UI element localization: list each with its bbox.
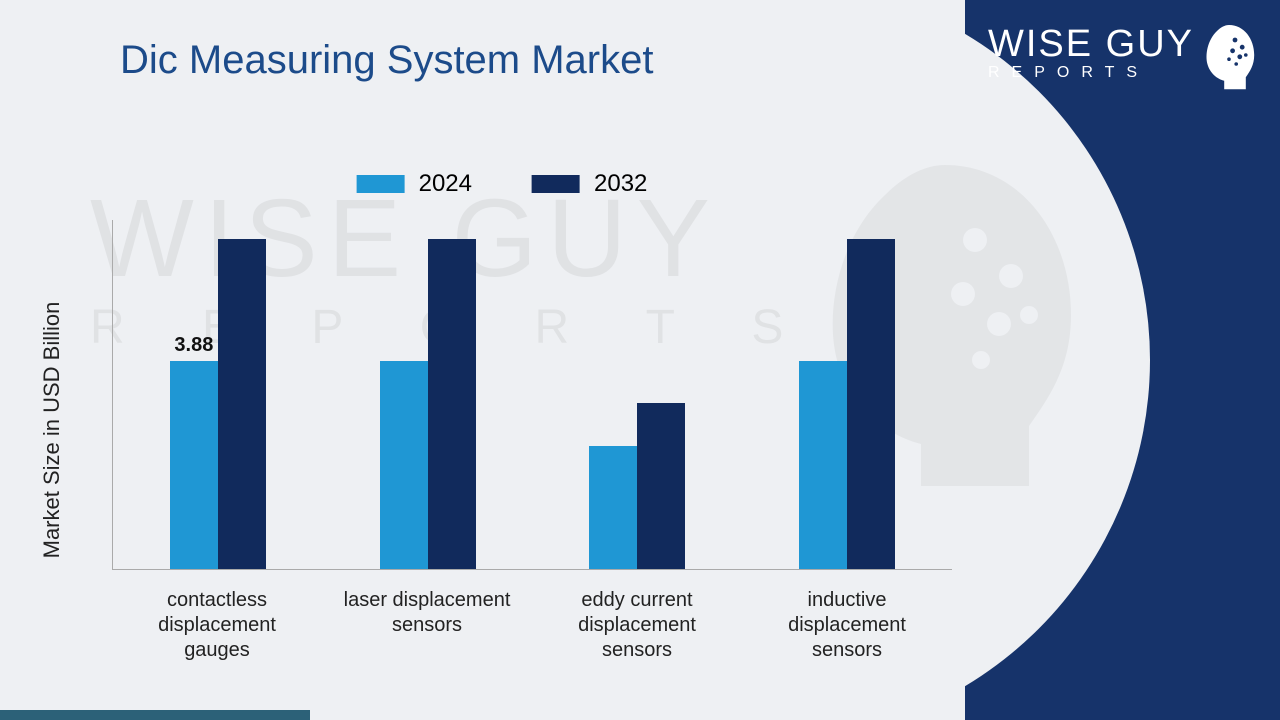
x-axis-label: laser displacement sensors <box>322 580 532 700</box>
bar <box>589 446 637 569</box>
logo-main-text: WISE GUY <box>988 25 1194 63</box>
x-axis-label: contactless displacement gauges <box>112 580 322 700</box>
legend: 2024 2032 <box>357 170 648 198</box>
legend-item-2024: 2024 <box>357 170 472 198</box>
x-axis-label: inductive displacement sensors <box>742 580 952 700</box>
bar <box>637 403 685 569</box>
x-axis-labels: contactless displacement gaugeslaser dis… <box>112 580 952 700</box>
plot-area: 3.88 <box>112 220 952 570</box>
logo-head-icon <box>1198 22 1260 84</box>
bar: 3.88 <box>170 361 218 569</box>
bar <box>380 361 428 569</box>
bar-group <box>533 220 743 569</box>
bottom-accent-bar <box>0 710 310 720</box>
chart-area: Market Size in USD Billion 2024 2032 3.8… <box>52 160 952 700</box>
legend-swatch-2024 <box>357 175 405 193</box>
bar-group: 3.88 <box>113 220 323 569</box>
y-axis-label: Market Size in USD Billion <box>39 302 65 559</box>
legend-label-2024: 2024 <box>419 170 472 198</box>
bar <box>847 239 895 569</box>
bar <box>428 239 476 569</box>
legend-label-2032: 2032 <box>594 170 647 198</box>
chart-canvas: WISE GUY REPORTS Dic Measuring System Ma… <box>0 0 1280 720</box>
right-panel <box>965 0 1280 720</box>
bar-group <box>323 220 533 569</box>
bar <box>218 239 266 569</box>
bar <box>799 361 847 569</box>
x-axis-label: eddy current displacement sensors <box>532 580 742 700</box>
legend-item-2032: 2032 <box>532 170 647 198</box>
logo-sub-text: REPORTS <box>988 65 1194 81</box>
chart-title: Dic Measuring System Market <box>120 38 653 83</box>
legend-swatch-2032 <box>532 175 580 193</box>
data-label: 3.88 <box>174 334 213 357</box>
brand-logo: WISE GUY REPORTS <box>988 22 1258 84</box>
bar-group <box>742 220 952 569</box>
